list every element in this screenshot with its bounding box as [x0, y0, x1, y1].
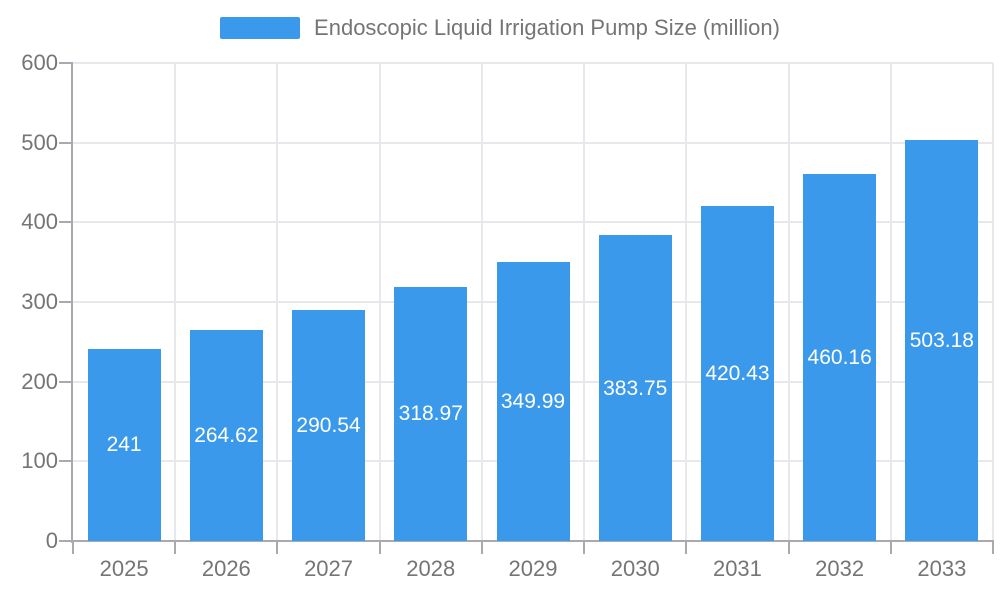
- gridline-v: [787, 63, 790, 541]
- bar-2029[interactable]: 349.99: [496, 262, 570, 541]
- bar-2026[interactable]: 264.62: [189, 330, 263, 541]
- x-tick-label-2025: 2025: [99, 556, 149, 581]
- x-axis-tick: [72, 541, 74, 554]
- bar-2032[interactable]: 460.16: [803, 174, 877, 541]
- bar-value-label-2025: 241: [106, 433, 142, 457]
- bar-2033[interactable]: 503.18: [905, 140, 979, 541]
- x-tick-label-2031: 2031: [712, 556, 762, 581]
- bar-value-label-2027: 290.54: [296, 413, 361, 437]
- bar-2025[interactable]: 241: [87, 349, 161, 541]
- x-tick-label-2032: 2032: [815, 556, 865, 581]
- gridline-v: [480, 63, 483, 541]
- y-tick-label: 0: [45, 528, 58, 553]
- y-axis-tick: [59, 301, 73, 303]
- gridline-v: [276, 63, 279, 541]
- gridline-v: [174, 63, 177, 541]
- gridline-v: [992, 63, 994, 541]
- gridline-h: [73, 221, 993, 224]
- x-tick-label-2026: 2026: [201, 556, 251, 581]
- x-tick-label-2027: 2027: [304, 556, 354, 581]
- y-axis-tick: [59, 540, 73, 542]
- bar-2027[interactable]: 290.54: [292, 309, 366, 541]
- bar-value-label-2032: 460.16: [807, 346, 872, 370]
- x-tick-label-2028: 2028: [406, 556, 456, 581]
- bar-value-label-2031: 420.43: [705, 362, 770, 386]
- gridline-h: [73, 141, 993, 144]
- x-tick-label-2033: 2033: [917, 556, 967, 581]
- gridline-v: [583, 63, 586, 541]
- bar-2030[interactable]: 383.75: [598, 235, 672, 541]
- x-axis-tick: [685, 541, 688, 554]
- bar-2031[interactable]: 420.43: [700, 206, 774, 541]
- y-tick-label: 200: [21, 368, 58, 394]
- y-tick-label: 100: [21, 448, 58, 474]
- x-axis-tick: [276, 541, 279, 554]
- x-axis-tick: [787, 541, 790, 554]
- gridline-h: [73, 62, 993, 64]
- y-axis-tick: [59, 380, 73, 383]
- y-tick-label: 500: [21, 129, 58, 155]
- x-axis-tick: [889, 541, 892, 554]
- y-axis-tick: [59, 460, 73, 463]
- y-tick-label: 600: [21, 50, 58, 75]
- x-axis-tick: [378, 541, 381, 554]
- gridline-v: [378, 63, 381, 541]
- x-tick-label-2029: 2029: [508, 556, 558, 581]
- y-axis-tick: [59, 221, 73, 224]
- y-tick-label: 300: [21, 289, 58, 314]
- bar-value-label-2026: 264.62: [194, 424, 259, 448]
- x-axis-tick: [480, 541, 483, 554]
- gridline-v: [889, 63, 892, 541]
- bar-value-label-2028: 318.97: [398, 402, 463, 426]
- legend[interactable]: Endoscopic Liquid Irrigation Pump Size (…: [0, 14, 1000, 42]
- x-axis-tick: [992, 541, 994, 554]
- y-tick-label: 400: [21, 209, 58, 235]
- x-tick-label-2030: 2030: [610, 556, 660, 581]
- legend-label[interactable]: Endoscopic Liquid Irrigation Pump Size (…: [314, 15, 780, 40]
- legend-swatch[interactable]: [220, 17, 301, 39]
- bar-value-label-2033: 503.18: [909, 329, 974, 353]
- y-axis-tick: [59, 141, 73, 144]
- y-axis-line: [71, 63, 73, 543]
- bar-value-label-2030: 383.75: [603, 376, 668, 400]
- y-axis-tick: [59, 62, 73, 64]
- bar-2028[interactable]: 318.97: [394, 286, 468, 541]
- x-axis-tick: [174, 541, 177, 554]
- gridline-v: [685, 63, 688, 541]
- bar-value-label-2029: 349.99: [500, 390, 566, 414]
- x-axis-line: [71, 540, 994, 542]
- x-axis-tick: [583, 541, 586, 554]
